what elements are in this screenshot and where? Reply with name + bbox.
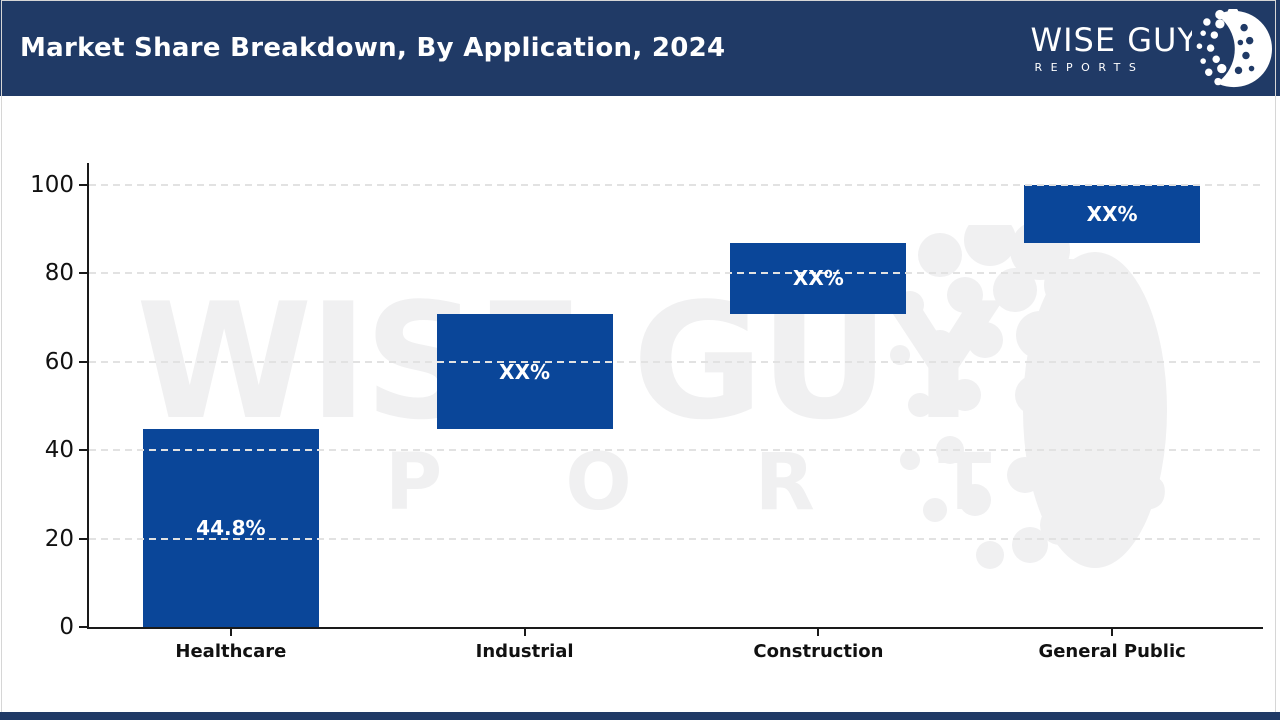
bar-value-label-construction: XX% bbox=[792, 266, 844, 291]
footer-bar bbox=[0, 712, 1280, 720]
gridline bbox=[89, 449, 1263, 452]
wiseguy-logo: WISE GUY REPORTS bbox=[1030, 6, 1272, 92]
y-tick-label: 80 bbox=[44, 260, 74, 287]
y-tick-mark bbox=[79, 184, 87, 186]
watermark-head-icon bbox=[890, 225, 1167, 569]
y-tick-mark bbox=[79, 626, 87, 628]
x-category-label-general-public: General Public bbox=[1038, 641, 1186, 662]
y-tick-mark bbox=[79, 360, 87, 363]
gridline bbox=[89, 272, 1263, 275]
y-tick-label: 100 bbox=[30, 172, 74, 198]
x-axis-line bbox=[87, 627, 1263, 629]
gridline bbox=[89, 360, 1263, 363]
bar-value-label-industrial: XX% bbox=[499, 359, 551, 384]
y-tick-mark bbox=[79, 537, 87, 540]
bar-value-label-general-public: XX% bbox=[1086, 201, 1138, 226]
bar-construction bbox=[730, 242, 907, 315]
y-tick-label: 0 bbox=[59, 614, 74, 640]
y-tick-mark bbox=[79, 449, 87, 452]
y-tick-label: 60 bbox=[44, 348, 74, 375]
logo-wordmark: WISE GUY REPORTS bbox=[1030, 24, 1198, 74]
gridline bbox=[89, 537, 1263, 540]
y-tick-label: 20 bbox=[44, 525, 74, 552]
gridline bbox=[89, 184, 1263, 186]
page-title: Market Share Breakdown, By Application, … bbox=[20, 33, 726, 63]
y-tick-label: 40 bbox=[44, 437, 74, 464]
x-category-label-healthcare: Healthcare bbox=[175, 641, 287, 662]
bar-general-public bbox=[1024, 185, 1201, 243]
x-tick-mark bbox=[1111, 629, 1114, 636]
x-category-label-industrial: Industrial bbox=[475, 641, 574, 662]
x-tick-mark bbox=[817, 629, 820, 636]
x-tick-mark bbox=[229, 629, 232, 636]
x-category-label-construction: Construction bbox=[753, 641, 884, 662]
logo-wordmark-line1: WISE GUY bbox=[1030, 21, 1198, 60]
y-tick-mark bbox=[79, 272, 87, 275]
header-bar: Market Share Breakdown, By Application, … bbox=[0, 0, 1280, 96]
wiseguy-head-icon bbox=[1192, 9, 1272, 89]
bar-value-label-healthcare: 44.8% bbox=[196, 515, 266, 540]
bar-industrial bbox=[436, 314, 613, 429]
logo-wordmark-line2: REPORTS bbox=[1034, 60, 1145, 74]
y-axis-line bbox=[87, 163, 89, 629]
bar-healthcare bbox=[142, 428, 319, 627]
x-tick-mark bbox=[523, 629, 526, 636]
